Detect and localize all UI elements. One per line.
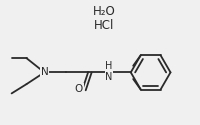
Text: N: N — [41, 67, 48, 77]
Text: HCl: HCl — [94, 19, 114, 32]
Text: H₂O: H₂O — [93, 5, 115, 18]
Text: O: O — [74, 84, 83, 94]
Text: H
N: H N — [105, 62, 113, 82]
